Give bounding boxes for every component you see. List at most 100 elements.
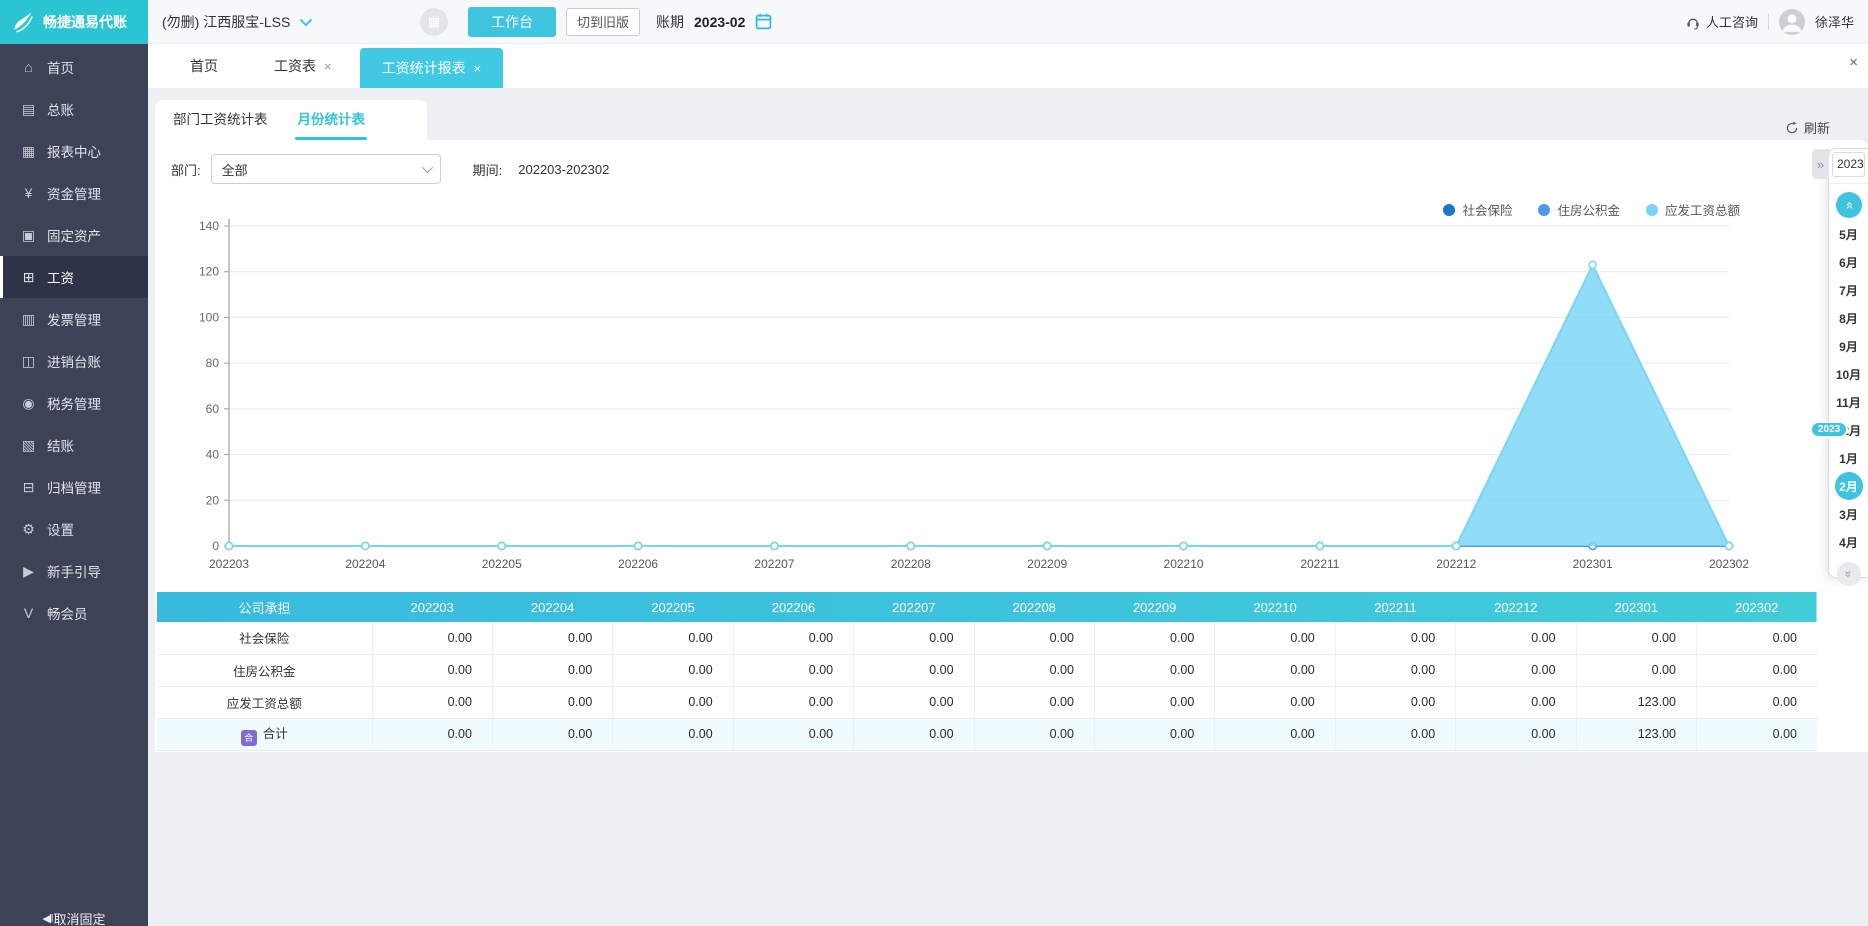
tab-label: 工资表 — [274, 58, 316, 74]
filter-row: 部门: 全部 期间: 202203-202302 — [171, 154, 609, 184]
sidebar-item-9[interactable]: ▧ 结账 — [0, 424, 148, 466]
table-header: 公司承担 202203 202204 202205 202206 202207 202208… — [157, 592, 1817, 622]
sidebar-item-7[interactable]: ◫ 进销台账 — [0, 340, 148, 382]
tab-1[interactable]: 工资表 × — [246, 44, 360, 88]
svg-text:0: 0 — [212, 539, 219, 553]
legend-item[interactable]: 住房公积金 — [1538, 200, 1620, 219]
sidebar-item-4[interactable]: ▣ 固定资产 — [0, 214, 148, 256]
cell-value: 0.00 — [371, 622, 493, 655]
invoice-icon: ▥ — [21, 310, 36, 327]
legend-item[interactable]: 应发工资总额 — [1645, 200, 1740, 219]
chevron-double-down-icon: » — [1841, 570, 1856, 578]
subtab-0[interactable]: 部门工资统计表 — [173, 112, 268, 127]
sidebar-item-8[interactable]: ◉ 税务管理 — [0, 382, 148, 424]
scroll-months-down-button[interactable]: » — [1836, 562, 1861, 586]
table-row: 社会保险 0.00 0.00 0.00 0.00 0.00 0.00 0.00 0.00 0.00… — [157, 622, 1817, 655]
close-all-tabs-button[interactable]: × — [1849, 54, 1858, 71]
svg-text:202205: 202205 — [482, 557, 522, 571]
cell-value: 0.00 — [1695, 654, 1817, 687]
cell-value: 0.00 — [371, 654, 493, 687]
close-tab-icon[interactable]: × — [324, 59, 332, 74]
month-item-1月[interactable]: 1月 — [1829, 444, 1868, 472]
month-label: 8月 — [1839, 311, 1858, 326]
chevron-double-right-icon: » — [1816, 156, 1825, 172]
close-tab-icon[interactable]: × — [473, 61, 482, 76]
svg-text:202206: 202206 — [618, 557, 658, 571]
cell-value: 0.00 — [1575, 654, 1697, 687]
calendar-sum-icon: 合 — [240, 729, 257, 746]
sidebar-item-label: 归档管理 — [47, 481, 101, 496]
sidebar-item-label: 新手引导 — [47, 565, 101, 580]
unpin-sidebar-button[interactable]: ◀‖ 取消固定 — [0, 905, 148, 926]
cell-value: 0.00 — [732, 654, 854, 687]
cell-value: 0.00 — [853, 622, 975, 655]
month-item-3月[interactable]: 3月 — [1829, 500, 1868, 528]
legend-item[interactable]: 社会保险 — [1443, 200, 1512, 219]
refresh-button[interactable]: 刷新 — [1785, 118, 1830, 137]
cell-value: 0.00 — [1575, 622, 1697, 655]
support-label: 人工咨询 — [1705, 15, 1758, 30]
month-item-4月[interactable]: 4月 — [1829, 528, 1868, 556]
sidebar-item-0[interactable]: ⌂ 首页 — [0, 46, 148, 88]
cell-value: 0.00 — [1214, 686, 1336, 719]
row-label: 社会保险 — [157, 622, 372, 655]
sidebar-item-13[interactable]: V 畅会员 — [0, 592, 148, 634]
cell-value: 0.00 — [853, 718, 975, 751]
chart-legend: 社会保险 住房公积金 应发工资总额 — [1443, 200, 1740, 219]
table-header-month: 202212 — [1494, 599, 1538, 615]
main-content: 部门工资统计表 月份统计表 刷新 部门: 全部 期间: 202203-202302… — [148, 88, 1868, 926]
support-button[interactable]: 人工咨询 — [1685, 12, 1758, 31]
month-list: » 5月 6月 7月 8月 9月 10月 11月 12月 1月 2月 3月 4月» — [1829, 183, 1868, 586]
row-label: 合合计 — [157, 718, 372, 751]
collapse-panel-button[interactable]: » — [1812, 149, 1829, 179]
month-item-5月[interactable]: 5月 — [1829, 220, 1868, 248]
avatar[interactable] — [1778, 8, 1805, 35]
table-header-month: 202204 — [530, 599, 575, 615]
period-calendar-icon[interactable] — [755, 13, 772, 30]
sidebar-item-3[interactable]: ¥ 资金管理 — [0, 172, 148, 214]
month-item-7月[interactable]: 7月 — [1829, 276, 1868, 304]
app-title: 畅捷通易代账 — [43, 14, 127, 30]
subtab-1[interactable]: 月份统计表 — [298, 100, 366, 140]
sidebar-item-10[interactable]: ⊟ 归档管理 — [0, 466, 148, 508]
range-filter-value: 202203-202302 — [518, 161, 610, 177]
sidebar-item-label: 工资 — [47, 271, 74, 286]
cell-value: 0.00 — [1455, 718, 1577, 751]
cell-value: 0.00 — [371, 686, 493, 719]
sidebar-item-11[interactable]: ⚙ 设置 — [0, 508, 148, 550]
tab-2[interactable]: 工资统计报表 × — [359, 48, 504, 88]
company-selector[interactable]: (勿删) 江西服宝-LSS — [162, 12, 392, 32]
month-item-11月[interactable]: 11月 — [1829, 388, 1868, 416]
home-icon: ⌂ — [24, 59, 33, 75]
svg-text:202208: 202208 — [891, 557, 931, 571]
period-value[interactable]: 2023-02 — [694, 13, 746, 30]
dept-select[interactable]: 全部 — [210, 154, 441, 184]
scroll-months-up-button[interactable]: » — [1835, 192, 1862, 218]
month-label: 4月 — [1839, 535, 1858, 550]
month-label: 9月 — [1839, 339, 1858, 354]
month-item-2月[interactable]: 2月 — [1829, 472, 1868, 500]
tab-0[interactable]: 首页 — [162, 44, 246, 88]
sidebar-item-5[interactable]: ⊞ 工资 — [0, 256, 148, 298]
sidebar-item-12[interactable]: ▶ 新手引导 — [0, 550, 148, 592]
unpin-icon: ◀‖ — [42, 912, 53, 925]
cell-value: 0.00 — [371, 718, 493, 751]
cell-value: 123.00 — [1575, 718, 1697, 751]
cell-value: 0.00 — [973, 622, 1095, 655]
sidebar-item-6[interactable]: ▥ 发票管理 — [0, 298, 148, 340]
username[interactable]: 徐泽华 — [1814, 15, 1854, 30]
workbench-button[interactable]: 工作台 — [468, 6, 556, 37]
sidebar-item-1[interactable]: ▤ 总账 — [0, 88, 148, 130]
month-item-8月[interactable]: 8月 — [1829, 304, 1868, 332]
month-item-10月[interactable]: 10月 — [1829, 360, 1868, 388]
svg-text:80: 80 — [206, 356, 220, 370]
sidebar-item-2[interactable]: ▦ 报表中心 — [0, 130, 148, 172]
purchase-sales-icon: ◫ — [21, 352, 36, 369]
voucher-calendar-button[interactable]: ▦ — [420, 7, 448, 36]
month-item-9月[interactable]: 9月 — [1829, 332, 1868, 360]
month-item-6月[interactable]: 6月 — [1829, 248, 1868, 276]
archive-icon: ⊟ — [22, 478, 35, 495]
table-header-company: 公司承担 — [238, 600, 291, 616]
table-header-month: 202211 — [1374, 599, 1417, 615]
switch-old-version-button[interactable]: 切到旧版 — [566, 7, 640, 36]
